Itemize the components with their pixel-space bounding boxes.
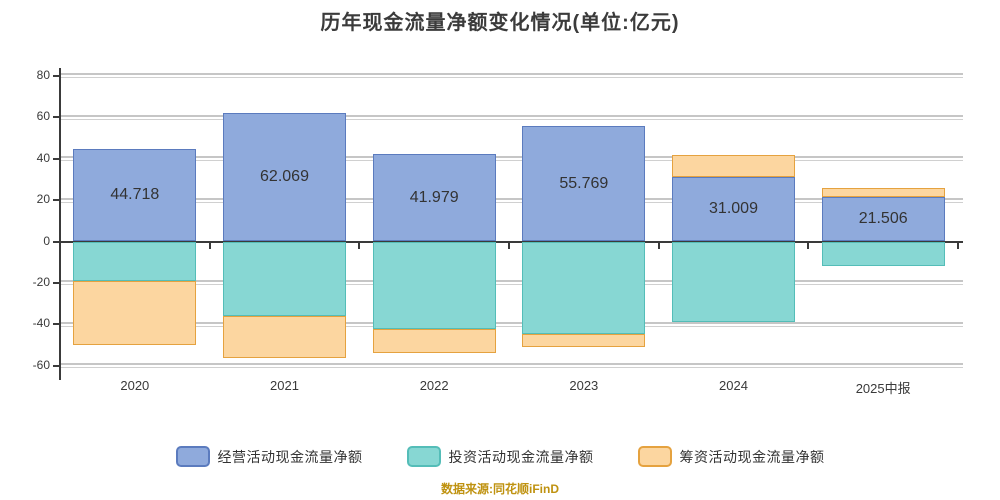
- bar-segment-2025中报[interactable]: [821, 196, 945, 242]
- x-axis-label: 2022: [419, 378, 449, 393]
- y-axis-label: -40: [32, 316, 50, 331]
- legend-swatch-operating: [175, 446, 210, 467]
- bar-segment-2021[interactable]: [223, 241, 346, 316]
- y-axis-tick: [53, 240, 60, 243]
- legend-item-operating[interactable]: 经营活动现金流量净额: [175, 446, 363, 467]
- bar-segment-2020[interactable]: [73, 281, 197, 346]
- bar-value-label: 55.769: [559, 174, 609, 192]
- y-axis-label: 0: [43, 233, 50, 248]
- x-axis-tick: [957, 242, 959, 249]
- y-axis-tick: [53, 74, 60, 77]
- bar-segment-2024[interactable]: [672, 177, 795, 242]
- bar-value-label: 44.718: [110, 186, 160, 204]
- bar-segment-2021[interactable]: [223, 315, 346, 358]
- x-axis-line: [60, 240, 963, 243]
- bar-segment-2022[interactable]: [372, 154, 496, 242]
- gridline-40: [60, 156, 963, 162]
- bar-segment-2025中报[interactable]: [821, 241, 945, 266]
- bar-segment-2022[interactable]: [372, 241, 496, 329]
- gridline-60: [60, 114, 963, 120]
- bar-segment-2021[interactable]: [223, 112, 346, 242]
- x-axis-tick: [508, 242, 510, 249]
- y-axis-label: -20: [32, 274, 50, 289]
- bar-segment-2025中报[interactable]: [821, 188, 945, 197]
- gridline--20: [60, 280, 963, 286]
- x-axis-tick: [807, 242, 810, 249]
- legend: 经营活动现金流量净额 投资活动现金流量净额 筹资活动现金流量净额: [0, 446, 1000, 467]
- y-axis-tick: [53, 281, 60, 284]
- x-axis-tick: [657, 242, 660, 249]
- data-source-watermark: 数据来源:同花顺iFinD: [441, 482, 559, 496]
- bar-value-label: 41.979: [409, 188, 459, 206]
- y-axis-tick: [53, 116, 60, 119]
- x-axis-tick: [208, 242, 211, 249]
- bar-segment-2023[interactable]: [522, 125, 646, 242]
- y-axis-line: [59, 68, 61, 380]
- bar-value-label: 31.009: [709, 200, 758, 218]
- gridline--60: [60, 363, 963, 369]
- x-axis-tick: [59, 242, 61, 249]
- y-axis-label: -60: [32, 357, 50, 372]
- legend-swatch-financing: [637, 446, 672, 467]
- bar-value-label: 21.506: [858, 210, 908, 228]
- legend-label-investing: 投资活动现金流量净额: [448, 448, 594, 465]
- bar-segment-2024[interactable]: [672, 155, 795, 178]
- bar-segment-2022[interactable]: [372, 328, 496, 354]
- y-axis-label: 20: [36, 192, 50, 207]
- gridline-20: [60, 197, 963, 203]
- y-axis-tick: [53, 199, 60, 202]
- y-axis-label: 60: [36, 109, 50, 124]
- chart-title: 历年现金流量净额变化情况(单位:亿元): [320, 12, 680, 34]
- y-axis-label: 40: [36, 150, 50, 165]
- bar-segment-2023[interactable]: [522, 241, 646, 334]
- bar-value-label: 62.069: [260, 168, 309, 186]
- legend-label-financing: 筹资活动现金流量净额: [679, 448, 825, 465]
- legend-label-operating: 经营活动现金流量净额: [217, 448, 363, 465]
- x-axis-label: 2024: [719, 378, 748, 393]
- bar-segment-2024[interactable]: [672, 241, 795, 322]
- bar-segment-2023[interactable]: [522, 333, 646, 348]
- bar-segment-2020[interactable]: [73, 241, 197, 282]
- y-axis-tick: [53, 364, 60, 367]
- x-axis-label: 2021: [270, 378, 299, 393]
- x-axis-label: 2025中报: [855, 381, 911, 396]
- y-axis-tick: [53, 157, 60, 160]
- y-axis-tick: [53, 323, 60, 326]
- bar-segment-2020[interactable]: [73, 148, 197, 242]
- legend-swatch-investing: [406, 446, 441, 467]
- legend-item-investing[interactable]: 投资活动现金流量净额: [406, 446, 594, 467]
- gridline--40: [60, 321, 963, 327]
- legend-item-financing[interactable]: 筹资活动现金流量净额: [637, 446, 825, 467]
- gridline-80: [60, 73, 963, 79]
- x-axis-label: 2023: [569, 378, 599, 393]
- x-axis-label: 2020: [120, 378, 150, 393]
- x-axis-tick: [358, 242, 361, 249]
- y-axis-label: 80: [36, 67, 50, 82]
